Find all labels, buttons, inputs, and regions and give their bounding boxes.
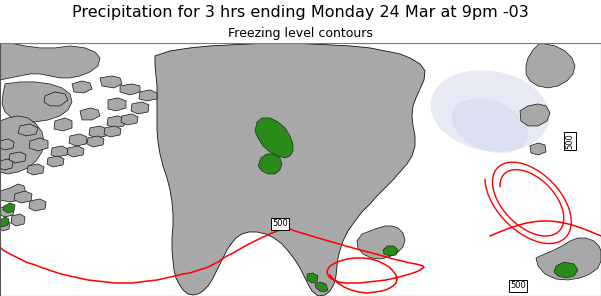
Polygon shape (0, 184, 26, 202)
Polygon shape (3, 203, 15, 213)
Polygon shape (536, 238, 601, 280)
Text: 500: 500 (566, 133, 575, 149)
Polygon shape (18, 124, 38, 136)
Polygon shape (54, 118, 72, 131)
Polygon shape (0, 43, 100, 80)
Polygon shape (2, 82, 72, 122)
Polygon shape (72, 81, 92, 93)
Polygon shape (9, 152, 26, 163)
Polygon shape (69, 134, 87, 146)
Polygon shape (27, 164, 44, 175)
Polygon shape (100, 76, 122, 88)
Polygon shape (29, 138, 48, 151)
Polygon shape (255, 118, 293, 158)
Polygon shape (357, 226, 405, 259)
Polygon shape (530, 143, 546, 155)
Polygon shape (89, 126, 107, 138)
Polygon shape (258, 154, 282, 174)
Polygon shape (0, 220, 10, 231)
Polygon shape (87, 136, 104, 147)
Polygon shape (0, 217, 9, 227)
Polygon shape (104, 126, 121, 137)
Polygon shape (155, 43, 425, 296)
Polygon shape (131, 102, 149, 114)
Polygon shape (139, 90, 157, 101)
Polygon shape (80, 108, 100, 120)
Polygon shape (315, 282, 328, 292)
Text: 500: 500 (272, 219, 288, 229)
Polygon shape (107, 116, 125, 128)
Polygon shape (14, 191, 32, 203)
Polygon shape (0, 139, 14, 150)
Polygon shape (554, 262, 578, 278)
Polygon shape (121, 114, 138, 125)
Ellipse shape (430, 70, 549, 152)
Polygon shape (383, 246, 398, 256)
Polygon shape (44, 92, 68, 106)
Polygon shape (47, 156, 64, 167)
Polygon shape (307, 273, 318, 283)
Text: Freezing level contours: Freezing level contours (228, 27, 373, 40)
Polygon shape (108, 98, 126, 111)
Text: Precipitation for 3 hrs ending Monday 24 Mar at 9pm -03: Precipitation for 3 hrs ending Monday 24… (72, 4, 529, 20)
Polygon shape (51, 146, 68, 157)
Polygon shape (0, 206, 14, 217)
Polygon shape (0, 159, 13, 170)
Ellipse shape (451, 99, 528, 153)
Polygon shape (67, 146, 84, 157)
Polygon shape (0, 116, 44, 174)
Polygon shape (120, 84, 140, 95)
Text: 500: 500 (510, 281, 526, 290)
Polygon shape (526, 43, 575, 88)
Polygon shape (29, 199, 46, 211)
Polygon shape (520, 104, 550, 126)
Polygon shape (11, 214, 25, 226)
